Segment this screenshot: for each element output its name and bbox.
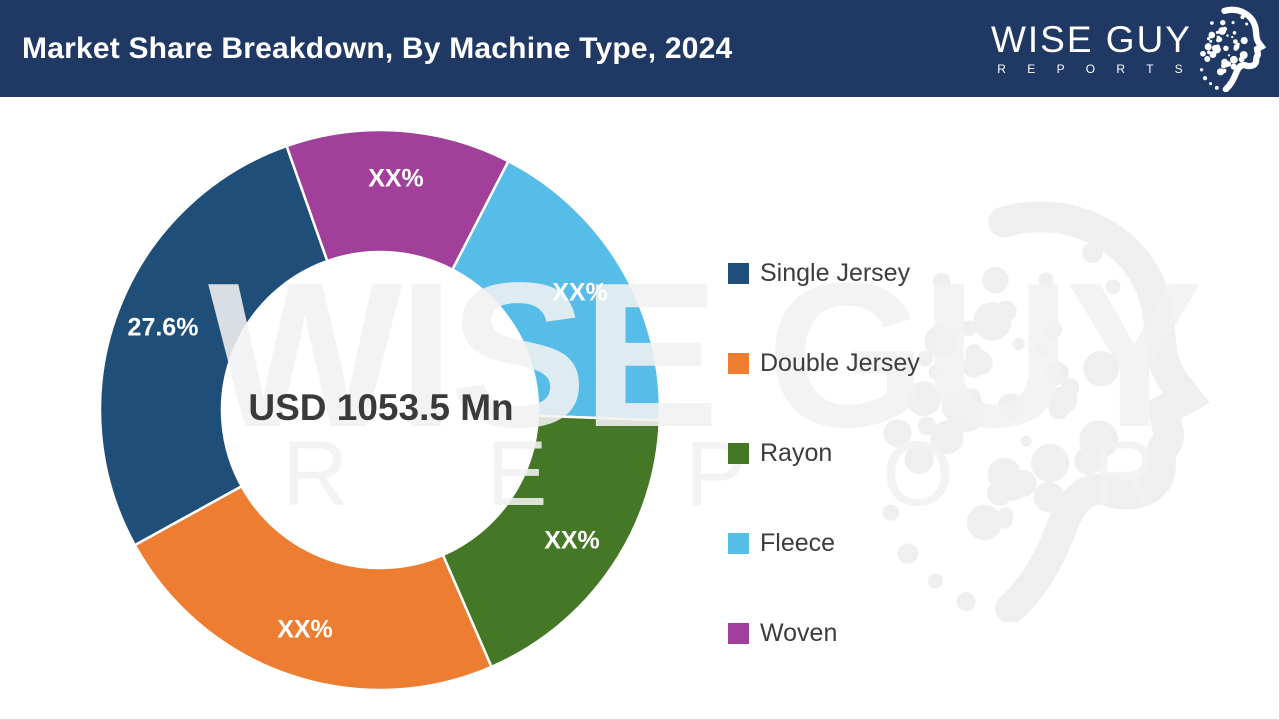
legend-label: Woven	[760, 619, 838, 647]
wise-guy-logo: WISE GUY R E P O R T S	[991, 6, 1266, 92]
page-title: Market Share Breakdown, By Machine Type,…	[22, 31, 733, 65]
legend-swatch	[728, 623, 749, 644]
logo-text: WISE GUY R E P O R T S	[991, 21, 1192, 76]
donut-segment-fleece	[451, 159, 662, 422]
legend-swatch	[728, 263, 749, 284]
donut-center-value: USD 1053.5 Mn	[248, 387, 514, 428]
legend-item-woven: Woven	[728, 619, 837, 648]
logo-subtext: R E P O R T S	[997, 62, 1192, 76]
legend-label: Double Jersey	[760, 349, 920, 377]
legend-label: Single Jersey	[760, 259, 911, 287]
logo-wordmark: WISE GUY	[990, 19, 1192, 60]
chart-legend: Single Jersey Double Jersey Rayon Fleece Wov…	[728, 0, 1148, 719]
legend-swatch	[728, 353, 749, 374]
legend-item-fleece: Fleece	[728, 529, 835, 558]
donut-chart	[98, 128, 662, 692]
legend-item-double-jersey: Double Jersey	[728, 349, 920, 378]
legend-label: Rayon	[760, 439, 833, 467]
header-bar: Market Share Breakdown, By Machine Type,…	[0, 0, 1279, 97]
legend-swatch	[728, 533, 749, 554]
donut-segment-double-jersey	[133, 485, 493, 692]
legend-item-single-jersey: Single Jersey	[728, 259, 910, 288]
legend-item-rayon: Rayon	[728, 439, 832, 468]
legend-label: Fleece	[760, 529, 836, 557]
face-profile-icon	[1199, 6, 1266, 92]
donut-segment-rayon	[441, 414, 662, 669]
donut-segment-single-jersey	[98, 144, 329, 547]
legend-swatch	[728, 443, 749, 464]
